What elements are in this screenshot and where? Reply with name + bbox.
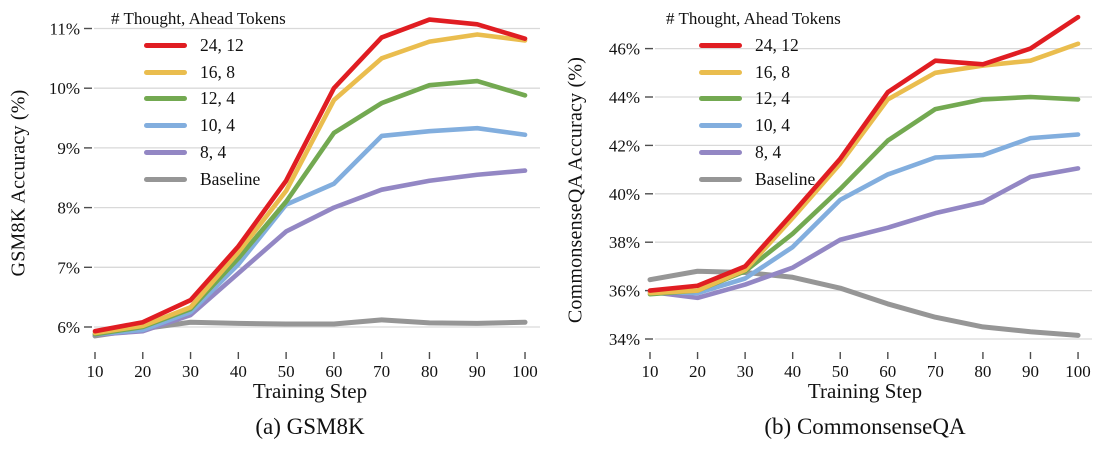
legend-swatch bbox=[144, 69, 187, 75]
legend-item-label: 8, 4 bbox=[200, 142, 227, 163]
x-tick-label: 10 bbox=[87, 362, 104, 381]
legend-item: 24, 12 bbox=[666, 32, 841, 59]
x-axis-label: Training Step bbox=[807, 379, 923, 403]
gsm8k-plot-canvas: 6% 7% 8% 9% 10% 11% 10 20 30 40 50 60 70 80 90 100 bbox=[49, 17, 540, 381]
legend-item-label: 24, 12 bbox=[755, 34, 799, 55]
y-tick-label: 9% bbox=[57, 139, 80, 158]
legend-item: 8, 4 bbox=[111, 139, 286, 166]
x-tick-label: 70 bbox=[927, 362, 944, 381]
commonsenseqa-panel: 34% 36% 38% 40% 42% 44% 46% 10 20 30 40 50 60 70 80 90 1… bbox=[555, 0, 1110, 462]
legend-items: 24, 12 16, 8 12, 4 10, 4 8, 4 Baseline bbox=[111, 32, 286, 193]
legend: # Thought, Ahead Tokens 24, 12 16, 8 12, 4… bbox=[666, 5, 841, 193]
series-line-16-8 bbox=[647, 41, 1081, 296]
subfigure-caption: (b) CommonsenseQA bbox=[764, 414, 966, 439]
legend-item: 10, 4 bbox=[666, 112, 841, 139]
y-tick-label: 10% bbox=[49, 79, 80, 98]
x-tick-label: 90 bbox=[469, 362, 486, 381]
legend-item: 12, 4 bbox=[111, 86, 286, 113]
commonsenseqa-plot-canvas: 34% 36% 38% 40% 42% 44% 46% 10 20 30 40 50 60 70 80 90 1… bbox=[609, 14, 1092, 381]
y-tick-label: 11% bbox=[49, 20, 80, 39]
series-line-10-4 bbox=[647, 132, 1081, 296]
y-tick-label: 46% bbox=[609, 40, 640, 59]
series-line-baseline bbox=[647, 268, 1081, 338]
y-tick-label: 6% bbox=[57, 318, 80, 337]
legend-swatch bbox=[699, 176, 742, 182]
y-axis-label: CommonsenseQA Accuracy (%) bbox=[564, 56, 587, 324]
x-tick-label: 60 bbox=[325, 362, 342, 381]
legend-item-label: 24, 12 bbox=[200, 34, 244, 55]
series-line-16-8 bbox=[92, 32, 528, 336]
legend-swatch bbox=[699, 69, 742, 75]
legend-item: 12, 4 bbox=[666, 86, 841, 113]
legend-swatch bbox=[144, 96, 187, 102]
x-tick-label: 50 bbox=[832, 362, 849, 381]
x-tick-label: 80 bbox=[974, 362, 991, 381]
series-line-10-4 bbox=[92, 125, 528, 337]
x-tick-label: 40 bbox=[230, 362, 247, 381]
subfigure-caption: (a) GSM8K bbox=[255, 414, 365, 439]
y-tick-label: 7% bbox=[57, 258, 80, 277]
legend-item: 10, 4 bbox=[111, 112, 286, 139]
series-line-24-12 bbox=[647, 14, 1081, 293]
series-line-8-4 bbox=[647, 166, 1081, 301]
legend-swatch bbox=[144, 42, 187, 48]
x-tick-label: 40 bbox=[784, 362, 801, 381]
y-tick-label: 44% bbox=[609, 88, 640, 107]
y-tick-label: 34% bbox=[609, 330, 640, 349]
legend-item-label: 12, 4 bbox=[755, 88, 790, 109]
legend-swatch bbox=[699, 150, 742, 156]
legend-item: 8, 4 bbox=[666, 139, 841, 166]
legend-item: Baseline bbox=[666, 166, 841, 193]
x-tick-label: 20 bbox=[134, 362, 151, 381]
legend-item: 24, 12 bbox=[111, 32, 286, 59]
x-tick-label: 100 bbox=[1065, 362, 1091, 381]
legend-item-label: Baseline bbox=[755, 168, 816, 189]
x-tick-label: 50 bbox=[278, 362, 295, 381]
x-tick-label: 100 bbox=[512, 362, 538, 381]
legend-item-label: 10, 4 bbox=[200, 115, 235, 136]
legend-swatch bbox=[144, 150, 187, 156]
y-tick-label: 38% bbox=[609, 233, 640, 252]
legend-item-label: Baseline bbox=[200, 168, 261, 189]
y-axis-label: GSM8K Accuracy (%) bbox=[7, 89, 30, 277]
legend-swatch bbox=[144, 176, 187, 182]
x-tick-label: 60 bbox=[879, 362, 896, 381]
x-tick-label: 10 bbox=[642, 362, 659, 381]
series-line-24-12 bbox=[92, 17, 528, 334]
legend-swatch bbox=[144, 123, 187, 129]
x-tick-label: 30 bbox=[737, 362, 754, 381]
x-axis-label: Training Step bbox=[252, 379, 368, 403]
legend-item-label: 8, 4 bbox=[755, 142, 782, 163]
legend-item: 16, 8 bbox=[666, 59, 841, 86]
x-tick-label: 70 bbox=[373, 362, 390, 381]
x-tick-label: 80 bbox=[421, 362, 438, 381]
legend-title: # Thought, Ahead Tokens bbox=[666, 9, 841, 28]
legend-item-label: 16, 8 bbox=[755, 61, 790, 82]
legend-item-label: 16, 8 bbox=[200, 61, 235, 82]
gsm8k-panel: 6% 7% 8% 9% 10% 11% 10 20 30 40 50 60 70 80 90 100 GSM8… bbox=[7, 5, 540, 439]
legend-item-label: 10, 4 bbox=[755, 115, 790, 136]
legend-swatch bbox=[699, 123, 742, 129]
y-tick-label: 8% bbox=[57, 199, 80, 218]
x-tick-label: 90 bbox=[1022, 362, 1039, 381]
y-tick-label: 36% bbox=[609, 282, 640, 301]
legend-title: # Thought, Ahead Tokens bbox=[111, 9, 286, 28]
legend-item: 16, 8 bbox=[111, 59, 286, 86]
y-tick-label: 40% bbox=[609, 185, 640, 204]
x-tick-label: 30 bbox=[182, 362, 199, 381]
legend-item-label: 12, 4 bbox=[200, 88, 235, 109]
legend-swatch bbox=[699, 96, 742, 102]
legend-items: 24, 12 16, 8 12, 4 10, 4 8, 4 Baseline bbox=[666, 32, 841, 193]
legend-item: Baseline bbox=[111, 166, 286, 193]
y-tick-label: 42% bbox=[609, 136, 640, 155]
x-tick-label: 20 bbox=[689, 362, 706, 381]
legend-swatch bbox=[699, 42, 742, 48]
legend: # Thought, Ahead Tokens 24, 12 16, 8 12, 4… bbox=[111, 5, 286, 193]
